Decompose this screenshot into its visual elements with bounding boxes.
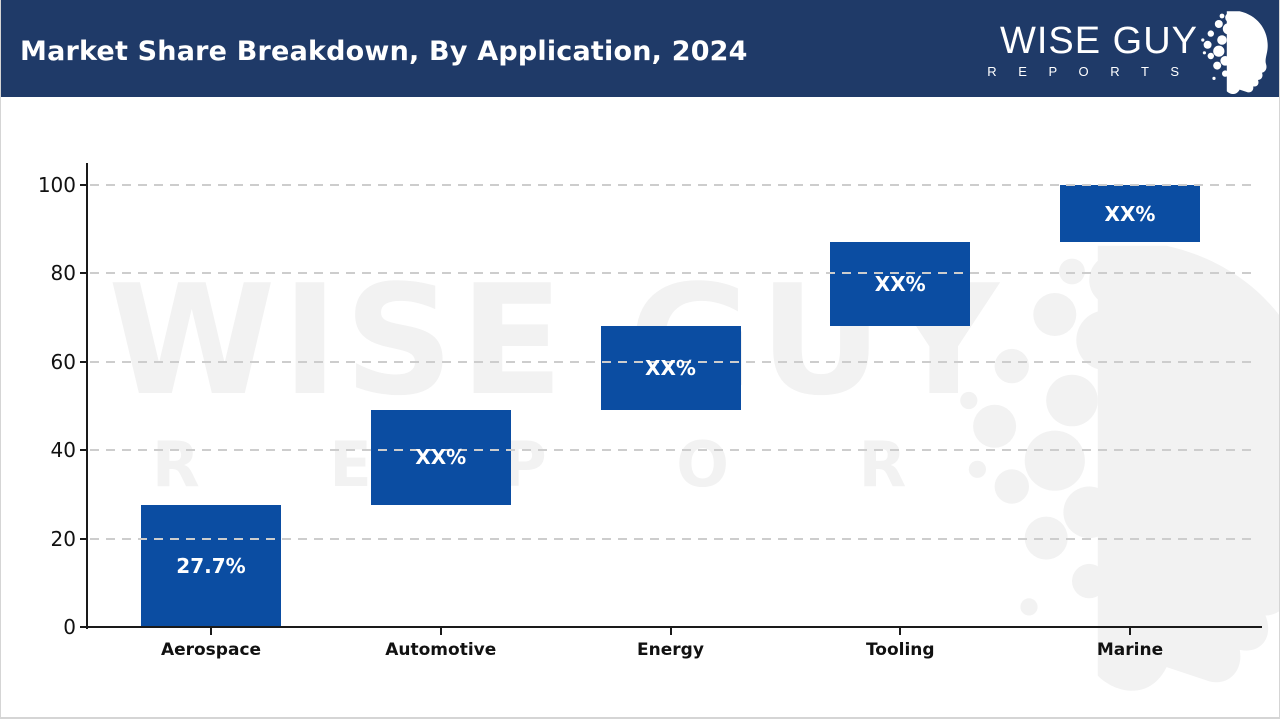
gridline-100 (90, 184, 1258, 186)
waterfall-chart: 0 20 40 60 80 100 27.7% Aerospace XX% Automotive X… (0, 97, 1280, 720)
gridline-40 (90, 449, 1258, 452)
x-label-aerospace: Aerospace (160, 640, 262, 660)
watermark-head-icon (960, 245, 1280, 691)
x-tick-marine (1129, 628, 1131, 635)
y-tick-label-60: 60 (50, 349, 76, 374)
bar-aerospace (141, 504, 281, 627)
y-tick-label-80: 80 (50, 261, 76, 286)
wise-guy-reports-logo: WISE GUY R E P O R T S (987, 6, 1268, 95)
x-label-energy: Energy (637, 640, 704, 660)
x-label-marine: Marine (1096, 640, 1164, 660)
bar-energy (600, 326, 741, 411)
bar-marine (1060, 185, 1200, 243)
page-title: Market Share Breakdown, By Application, … (20, 36, 748, 67)
y-tick-label-40: 40 (50, 438, 76, 463)
y-tick-100 (80, 184, 87, 186)
bar-label-tooling: XX% (874, 272, 926, 297)
bar-tooling (830, 242, 971, 327)
bar-label-aerospace: 27.7% (176, 553, 246, 578)
logo-head-icon (1201, 11, 1268, 95)
y-tick-80 (80, 272, 87, 275)
y-tick-40 (80, 449, 87, 452)
x-axis-line (85, 626, 1262, 628)
bar-automotive (370, 410, 511, 505)
x-tick-automotive (439, 628, 442, 635)
x-tick-tooling (899, 628, 902, 635)
bar-label-marine: XX% (1104, 201, 1156, 226)
gridline-60 (90, 360, 1258, 363)
gridline-20 (90, 537, 1258, 540)
y-tick-label-100: 100 (37, 173, 76, 197)
y-tick-0 (80, 626, 87, 628)
bar-label-energy: XX% (645, 356, 696, 381)
y-axis-line (86, 163, 88, 629)
report-header: Market Share Breakdown, By Application, … (0, 0, 1280, 97)
y-tick-60 (80, 360, 87, 363)
gridline-80 (90, 272, 1258, 275)
y-tick-20 (80, 537, 87, 540)
logo-sub-wordmark: R E P O R T S (987, 64, 1188, 79)
y-tick-label-0: 0 (63, 615, 76, 639)
x-label-automotive: Automotive (385, 640, 497, 660)
x-tick-aerospace (210, 628, 212, 635)
x-label-tooling: Tooling (865, 640, 935, 660)
y-tick-label-20: 20 (50, 526, 76, 551)
x-tick-energy (669, 628, 672, 635)
logo-wordmark: WISE GUY (999, 20, 1198, 62)
bar-label-automotive: XX% (415, 445, 467, 470)
